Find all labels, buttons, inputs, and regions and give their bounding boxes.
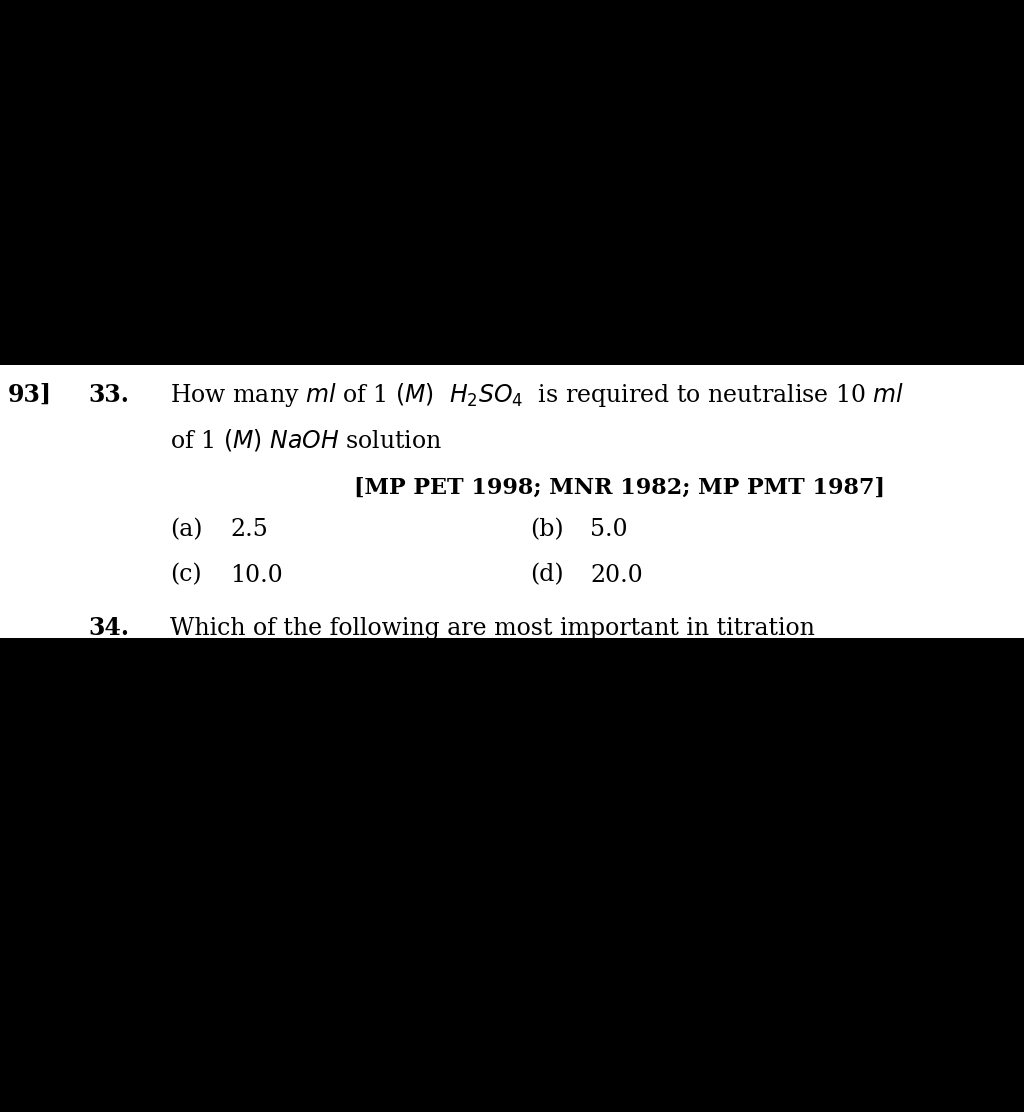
- Text: 20.0: 20.0: [590, 564, 643, 586]
- Text: (d): (d): [530, 564, 563, 586]
- Text: (c): (c): [170, 564, 202, 586]
- Text: 2.5: 2.5: [230, 518, 267, 542]
- Text: 93]: 93]: [8, 383, 52, 407]
- Text: 34.: 34.: [88, 616, 129, 641]
- Text: 10.0: 10.0: [230, 564, 283, 586]
- Bar: [0, 365, 1024, 638]
- Text: of 1 $(M)$ $NaOH$ solution: of 1 $(M)$ $NaOH$ solution: [170, 427, 442, 453]
- Text: (b): (b): [530, 518, 563, 542]
- Text: How many $ml$ of 1 $(M)$  $H_2SO_4$  is required to neutralise 10 $ml$: How many $ml$ of 1 $(M)$ $H_2SO_4$ is re…: [170, 381, 904, 409]
- Text: Which of the following are most important in titration: Which of the following are most importan…: [170, 616, 815, 639]
- Text: [MP PET 1998; MNR 1982; MP PMT 1987]: [MP PET 1998; MNR 1982; MP PMT 1987]: [354, 477, 886, 499]
- Text: 33.: 33.: [88, 383, 129, 407]
- Text: 5.0: 5.0: [590, 518, 628, 542]
- Text: (a): (a): [170, 518, 203, 542]
